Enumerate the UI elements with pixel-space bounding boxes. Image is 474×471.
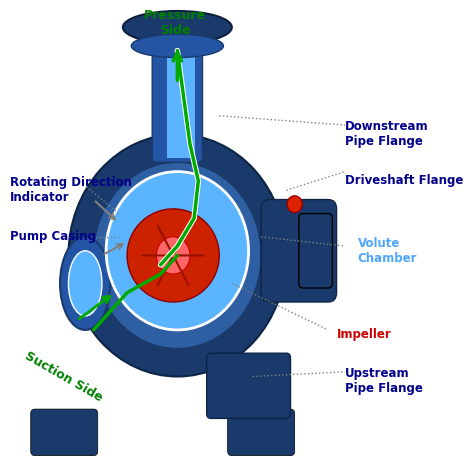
Circle shape [287, 196, 302, 212]
Ellipse shape [123, 11, 232, 44]
Text: Pump Casing: Pump Casing [10, 230, 96, 244]
FancyBboxPatch shape [299, 213, 332, 288]
Ellipse shape [127, 209, 219, 302]
FancyBboxPatch shape [167, 37, 195, 158]
Text: Driveshaft Flange: Driveshaft Flange [345, 174, 463, 187]
Ellipse shape [93, 162, 261, 349]
Text: Downstream
Pipe Flange: Downstream Pipe Flange [345, 121, 428, 148]
FancyBboxPatch shape [228, 409, 295, 455]
Ellipse shape [60, 237, 110, 330]
Ellipse shape [68, 251, 102, 316]
FancyBboxPatch shape [31, 409, 98, 455]
Text: Rotating Direction
Indicator: Rotating Direction Indicator [10, 176, 132, 204]
FancyArrowPatch shape [158, 226, 172, 253]
FancyBboxPatch shape [152, 23, 202, 162]
FancyArrowPatch shape [174, 226, 189, 253]
Text: Volute
Chamber: Volute Chamber [357, 237, 417, 265]
Ellipse shape [131, 34, 223, 57]
Text: Pressure
Side: Pressure Side [144, 8, 206, 37]
FancyArrowPatch shape [158, 258, 172, 285]
Ellipse shape [68, 134, 286, 376]
Ellipse shape [106, 171, 248, 330]
Text: Impeller: Impeller [337, 328, 392, 341]
FancyBboxPatch shape [207, 353, 291, 418]
FancyArrowPatch shape [174, 258, 189, 285]
FancyBboxPatch shape [261, 200, 337, 302]
Circle shape [156, 237, 190, 274]
Text: Suction Side: Suction Side [22, 349, 105, 404]
Text: Upstream
Pipe Flange: Upstream Pipe Flange [345, 367, 423, 395]
